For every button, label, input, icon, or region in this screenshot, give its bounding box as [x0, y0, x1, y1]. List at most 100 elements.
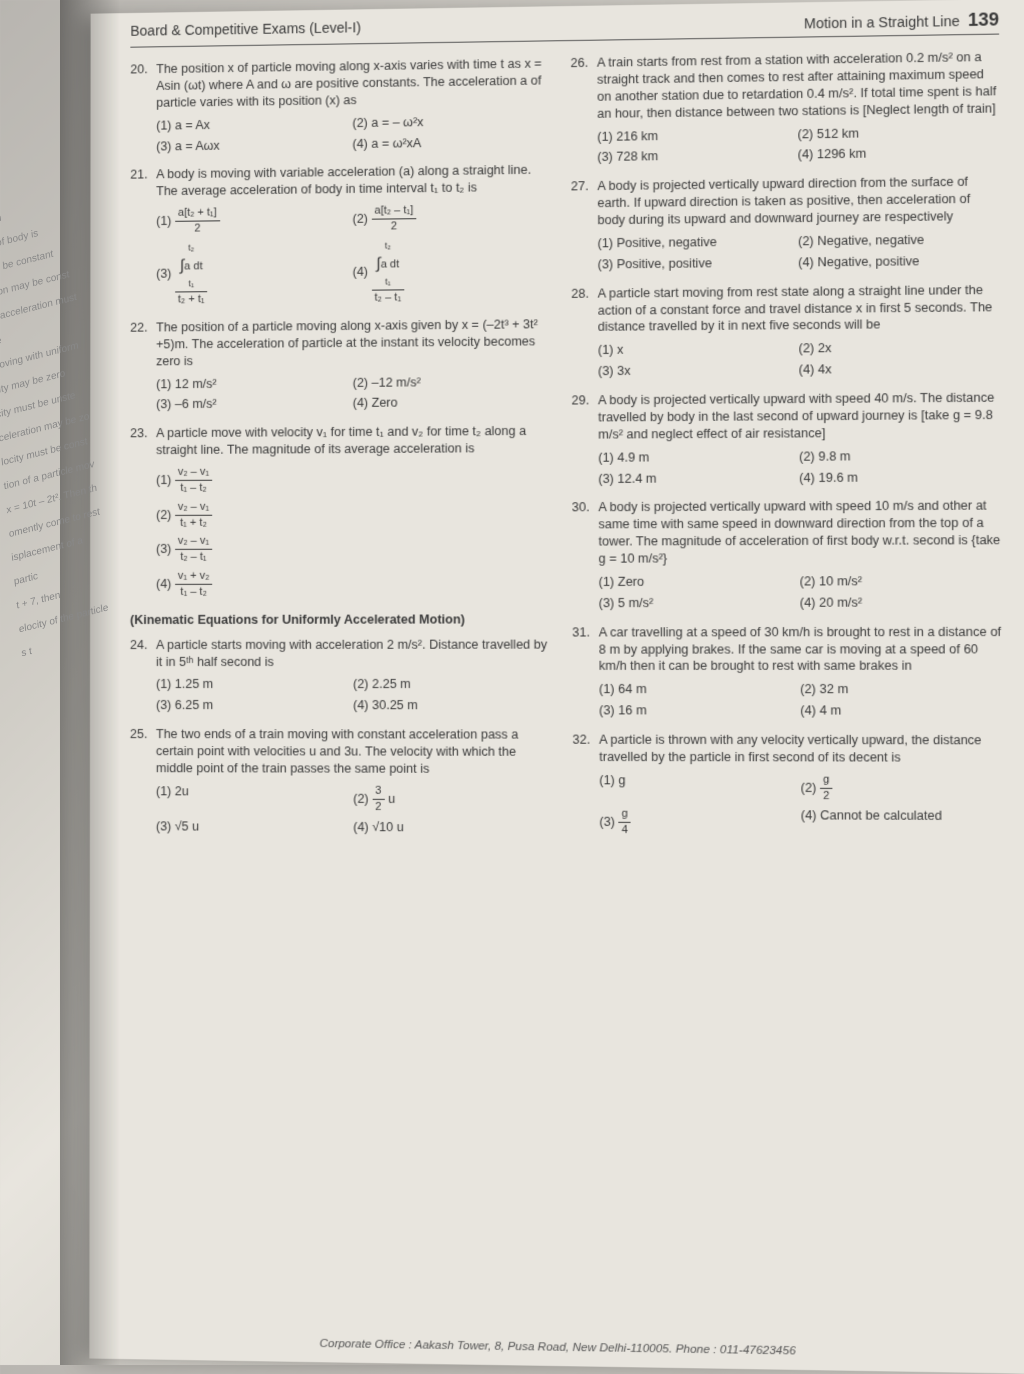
- opt: (1) x: [598, 339, 799, 362]
- opt: (1) Zero: [599, 571, 800, 593]
- question-31: 31. A car travelling at a speed of 30 km…: [572, 623, 1003, 721]
- question-20: 20. The position x of particle moving al…: [130, 55, 550, 157]
- qbody: A particle is thrown with any velocity v…: [599, 732, 1004, 842]
- opt: (4) 19.6 m: [799, 466, 1002, 488]
- textbook-page: Board & Competitive Exams (Level-I) Moti…: [89, 0, 1024, 1374]
- opt: (3) –6 m/s²: [156, 393, 353, 415]
- page-number: 139: [968, 9, 999, 31]
- opt: (3) a = Aωx: [156, 134, 352, 157]
- opt: (1) a[t₂ + t₁]2: [156, 202, 352, 239]
- qnum: 22.: [130, 319, 156, 415]
- qbody: A body is moving with variable accelerat…: [156, 162, 551, 310]
- qtext: A car travelling at a speed of 30 km/h i…: [599, 624, 1001, 673]
- opt: (4) Negative, positive: [798, 250, 1001, 273]
- question-23: 23. A particle move with velocity v₁ for…: [130, 423, 552, 602]
- opt: (4) 4x: [799, 358, 1002, 381]
- qnum: 27.: [571, 178, 598, 275]
- content-columns: 20. The position x of particle moving al…: [130, 49, 1004, 852]
- opt: (4) a = ω²xA: [352, 131, 550, 154]
- opt: (3) 16 m: [599, 700, 800, 721]
- qtext: A particle is thrown with any velocity v…: [599, 733, 981, 765]
- options: (1) Positive, negative (2) Negative, neg…: [598, 229, 1001, 275]
- question-24: 24. A particle starts moving with accele…: [130, 636, 552, 716]
- opt: (3) 6.25 m: [156, 695, 353, 716]
- qnum: 24.: [130, 637, 156, 717]
- opt: (1) a = Ax: [156, 113, 352, 136]
- opt: (2) v₂ – v₁t₁ + t₂: [156, 496, 551, 532]
- opt: (2) a = – ω²x: [352, 110, 550, 133]
- opt: (3) √5 u: [156, 816, 353, 838]
- qbody: A train starts from rest from a station …: [597, 49, 1000, 169]
- qnum: 29.: [571, 392, 598, 489]
- opt: (3) t₂∫a dtt₁t₂ + t₁: [156, 237, 352, 310]
- opt: (2) a[t₂ – t₁]2: [352, 200, 550, 237]
- options: (1) 12 m/s² (2) –12 m/s² (3) –6 m/s² (4)…: [156, 371, 551, 416]
- header-right: Motion in a Straight Line 139: [804, 9, 999, 33]
- qtext: The position x of particle moving along …: [156, 56, 542, 109]
- qbody: A particle starts moving with accelerati…: [156, 636, 552, 716]
- opt: (4) √10 u: [353, 816, 552, 838]
- header-left: Board & Competitive Exams (Level-I): [130, 19, 361, 43]
- qbody: A body is projected vertically upward di…: [597, 174, 1000, 276]
- options: (1) a = Ax (2) a = – ω²x (3) a = Aωx (4)…: [156, 110, 550, 157]
- qbody: The two ends of a train moving with cons…: [156, 726, 552, 838]
- opt: (1) 64 m: [599, 679, 800, 700]
- qbody: A particle start moving from rest state …: [598, 281, 1002, 382]
- opt: (2) g2: [801, 770, 1004, 806]
- qbody: A body is projected vertically upward wi…: [598, 389, 1002, 489]
- opt: (3) 12.4 m: [598, 467, 799, 489]
- question-27: 27. A body is projected vertically upwar…: [571, 174, 1001, 276]
- opt: (4) Cannot be calculated: [801, 806, 1005, 842]
- qbody: The position x of particle moving along …: [156, 55, 550, 156]
- left-column: 20. The position x of particle moving al…: [130, 55, 552, 850]
- opt: (3) Positive, positive: [598, 252, 799, 275]
- options: (1) a[t₂ + t₁]2 (2) a[t₂ – t₁]2 (3) t₂∫a…: [156, 200, 551, 310]
- question-28: 28. A particle start moving from rest st…: [571, 281, 1001, 382]
- qtext: A body is projected vertically upward wi…: [598, 391, 994, 442]
- opt: (1) g: [599, 770, 801, 806]
- qtext: The two ends of a train moving with cons…: [156, 727, 518, 775]
- opt: (4) 1296 km: [798, 142, 1000, 166]
- question-30: 30. A body is projected vertically upwar…: [572, 498, 1003, 614]
- chapter-title: Motion in a Straight Line: [804, 13, 960, 32]
- opt: (2) 2.25 m: [353, 674, 552, 695]
- question-26: 26. A train starts from rest from a stat…: [570, 49, 999, 169]
- question-29: 29. A body is projected vertically upwar…: [571, 389, 1002, 489]
- qnum: 21.: [130, 167, 156, 310]
- qtext: A body is moving with variable accelerat…: [156, 163, 531, 198]
- opt: (2) 2x: [798, 337, 1001, 360]
- opt: (4) v₁ + v₂t₁ – t₂: [156, 566, 552, 602]
- opt: (1) Positive, negative: [598, 231, 799, 254]
- qtext: A particle move with velocity v₁ for tim…: [156, 424, 526, 457]
- opt: (2) 32 u: [353, 781, 552, 817]
- qnum: 25.: [130, 726, 156, 837]
- question-21: 21. A body is moving with variable accel…: [130, 162, 551, 310]
- options: (1) Zero (2) 10 m/s² (3) 5 m/s² (4) 20 m…: [599, 571, 1003, 614]
- opt: (2) 32 m: [800, 679, 1003, 700]
- qtext: A particle start moving from rest state …: [598, 283, 993, 335]
- options: (1) 216 km (2) 512 km (3) 728 km (4) 129…: [597, 121, 1000, 168]
- opt: (3) 3x: [598, 360, 799, 383]
- qtext: A body is projected vertically upward di…: [597, 175, 970, 227]
- opt: (3) v₂ – v₁t₂ – t₁: [156, 531, 552, 567]
- opt: (1) 216 km: [597, 124, 797, 148]
- right-column: 26. A train starts from rest from a stat…: [570, 49, 1004, 852]
- options: (1) v₂ – v₁t₁ – t₂ (2) v₂ – v₁t₁ + t₂ (3…: [156, 461, 552, 602]
- opt: (1) v₂ – v₁t₁ – t₂: [156, 461, 551, 498]
- page-header: Board & Competitive Exams (Level-I) Moti…: [130, 9, 999, 47]
- opt: (1) 2u: [156, 781, 353, 816]
- section-kinematic: (Kinematic Equations for Uniformly Accel…: [130, 611, 552, 629]
- qnum: 26.: [570, 55, 597, 169]
- qnum: 32.: [572, 732, 599, 841]
- opt: (2) –12 m/s²: [353, 371, 551, 393]
- qtext: A body is projected vertically upward wi…: [598, 499, 1000, 566]
- qbody: A car travelling at a speed of 30 km/h i…: [599, 623, 1004, 721]
- opt: (1) 12 m/s²: [156, 372, 353, 394]
- opt: (4) 20 m/s²: [800, 592, 1003, 614]
- qnum: 28.: [571, 285, 598, 382]
- options: (1) 64 m (2) 32 m (3) 16 m (4) 4 m: [599, 679, 1004, 722]
- opt: (4) Zero: [353, 392, 551, 414]
- qtext: A particle starts moving with accelerati…: [156, 637, 547, 668]
- opt: (3) 5 m/s²: [599, 592, 800, 614]
- opt: (4) t₂∫a dtt₁t₂ – t₁: [353, 235, 551, 308]
